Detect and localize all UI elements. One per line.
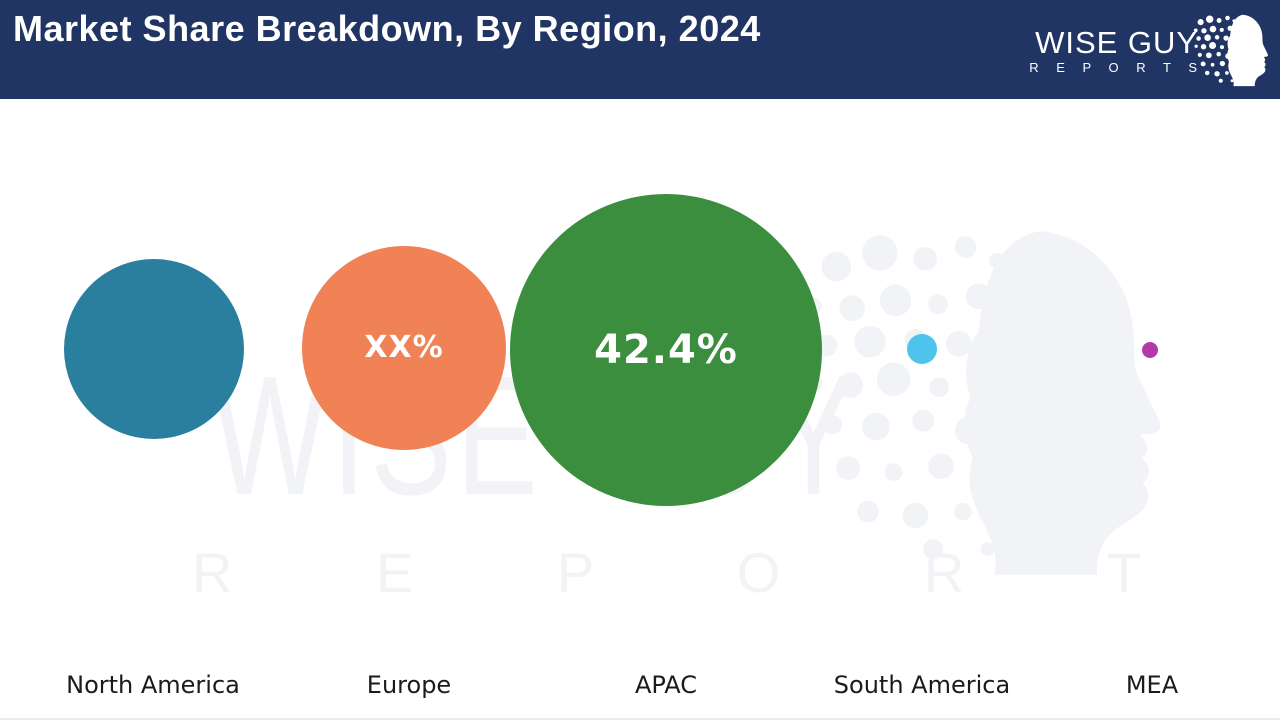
axis-label-apac: APAC <box>634 671 698 699</box>
axis-label-mea: MEA <box>1125 671 1179 699</box>
bubble-value-label-europe: XX% <box>364 330 444 365</box>
bubble-apac: 42.4% <box>510 194 822 506</box>
wise-guy-logo: WISE GUY R E P O R T S <box>1029 4 1272 96</box>
axis-label-north-america: North America <box>66 671 240 699</box>
header-bar: Market Share Breakdown, By Region, 2024 … <box>0 0 1280 99</box>
page-title: Market Share Breakdown, By Region, 2024 <box>13 8 761 49</box>
bubble-europe: XX% <box>302 246 506 450</box>
logo-wordmark-block: WISE GUY R E P O R T S <box>1029 27 1204 74</box>
bubble-value-label-apac: 42.4% <box>594 327 738 373</box>
axis-label-south-america: South America <box>833 671 1011 699</box>
bubble-north-america <box>64 259 244 439</box>
bubble-mea <box>1142 342 1158 358</box>
axis-label-europe: Europe <box>366 671 452 699</box>
logo-subtext: R E P O R T S <box>1029 59 1204 75</box>
bubble-south-america <box>907 334 937 364</box>
logo-wordmark: WISE GUY <box>1035 24 1199 60</box>
